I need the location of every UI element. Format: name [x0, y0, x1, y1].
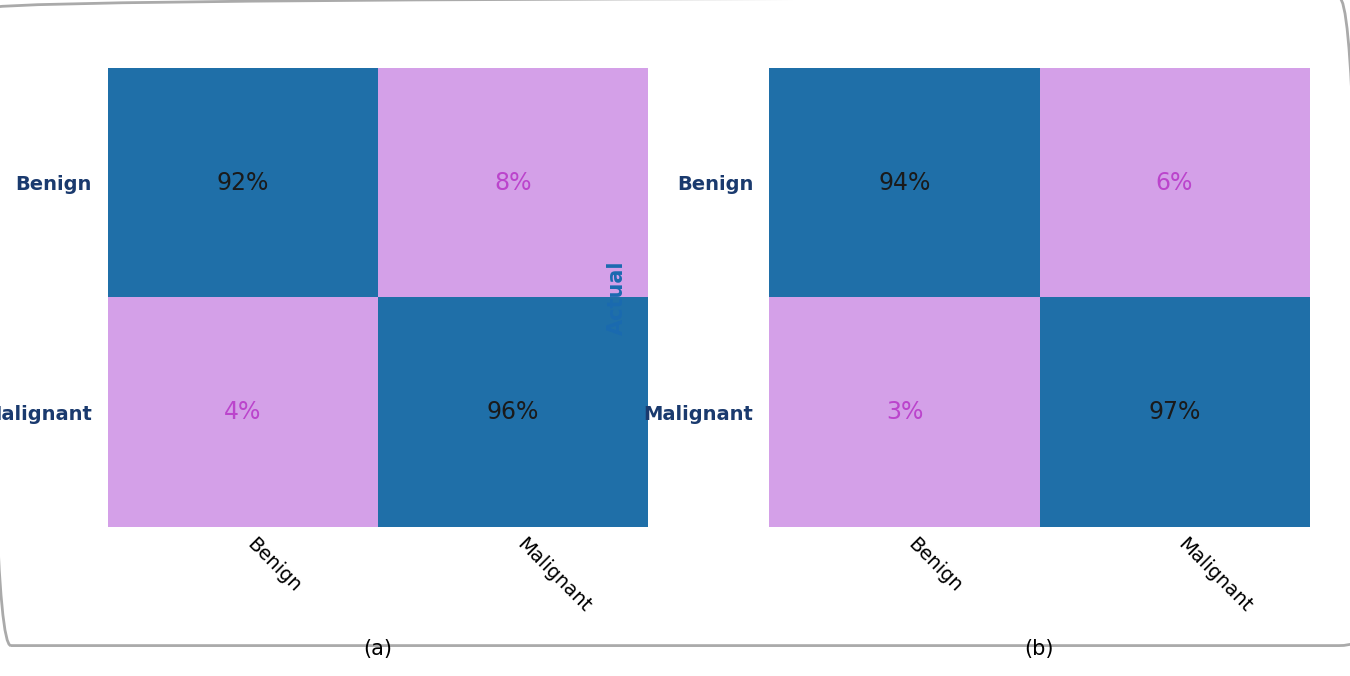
Bar — [769, 297, 1040, 527]
Text: 94%: 94% — [879, 170, 930, 195]
Bar — [108, 297, 378, 527]
Bar — [1040, 297, 1310, 527]
Bar — [769, 68, 1040, 297]
Text: 4%: 4% — [224, 400, 262, 425]
Text: (a): (a) — [363, 639, 393, 659]
Text: 96%: 96% — [487, 400, 539, 425]
Bar — [1040, 68, 1310, 297]
Y-axis label: Actual: Actual — [608, 260, 626, 335]
Bar — [378, 68, 648, 297]
Text: 92%: 92% — [217, 170, 269, 195]
Bar — [108, 68, 378, 297]
Text: 97%: 97% — [1149, 400, 1200, 425]
Text: 8%: 8% — [494, 170, 532, 195]
Text: 3%: 3% — [886, 400, 923, 425]
Text: (b): (b) — [1025, 639, 1054, 659]
Text: 6%: 6% — [1156, 170, 1193, 195]
Bar — [378, 297, 648, 527]
